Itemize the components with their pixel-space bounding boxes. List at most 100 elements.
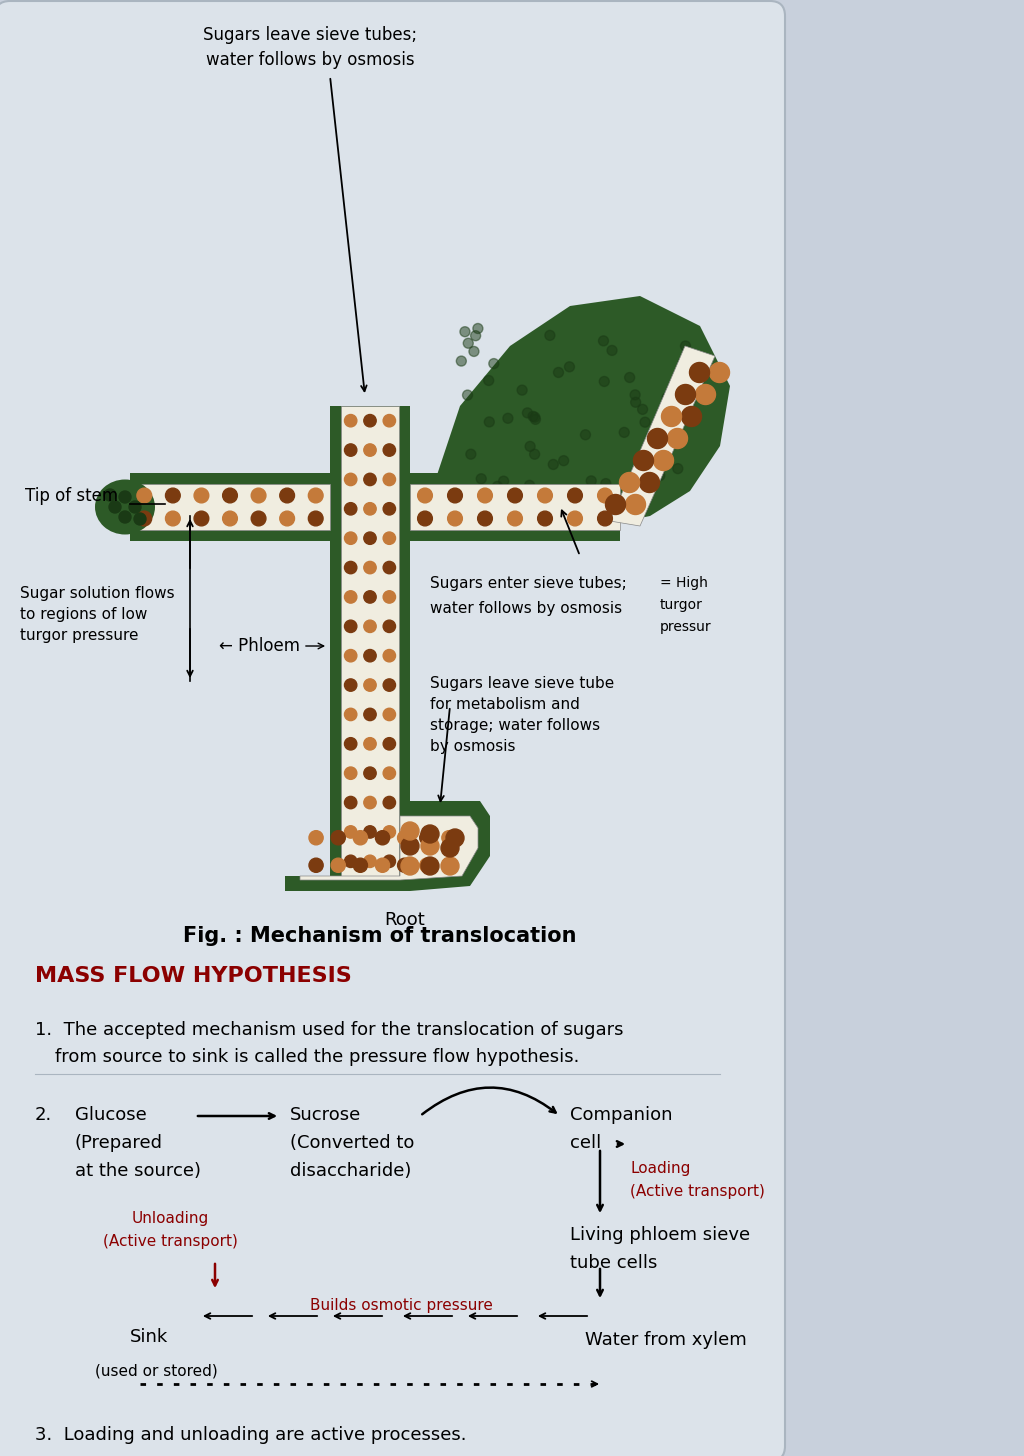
Circle shape — [364, 620, 376, 632]
Circle shape — [508, 488, 522, 502]
Text: Unloading: Unloading — [131, 1211, 209, 1226]
Bar — [330, 406, 410, 877]
Text: water follows by osmosis: water follows by osmosis — [430, 601, 623, 616]
Circle shape — [383, 591, 395, 603]
Circle shape — [364, 473, 376, 486]
Circle shape — [421, 858, 439, 875]
Circle shape — [607, 345, 617, 355]
Text: Fig. : Mechanism of translocation: Fig. : Mechanism of translocation — [183, 926, 577, 946]
Circle shape — [331, 858, 345, 872]
Text: pressur: pressur — [660, 620, 712, 633]
Circle shape — [364, 767, 376, 779]
Text: tube cells: tube cells — [570, 1254, 657, 1273]
Circle shape — [654, 443, 664, 453]
Text: Living phloem sieve: Living phloem sieve — [570, 1226, 751, 1243]
Circle shape — [104, 489, 116, 501]
Circle shape — [251, 511, 266, 526]
Circle shape — [625, 373, 635, 383]
Circle shape — [364, 531, 376, 545]
Text: 2.: 2. — [35, 1107, 52, 1124]
Circle shape — [653, 450, 674, 470]
Circle shape — [364, 502, 376, 515]
Circle shape — [605, 495, 626, 514]
Circle shape — [599, 377, 609, 386]
Circle shape — [344, 531, 356, 545]
Circle shape — [469, 347, 479, 357]
Circle shape — [376, 858, 389, 872]
Polygon shape — [430, 296, 730, 526]
Circle shape — [638, 405, 647, 415]
Circle shape — [344, 444, 356, 456]
Circle shape — [421, 826, 439, 843]
Circle shape — [441, 831, 456, 844]
Circle shape — [383, 678, 395, 692]
Circle shape — [647, 428, 668, 448]
Circle shape — [397, 858, 412, 872]
Circle shape — [383, 855, 395, 868]
Circle shape — [308, 488, 324, 502]
Text: Water from xylem: Water from xylem — [585, 1331, 746, 1350]
Circle shape — [598, 511, 612, 526]
Circle shape — [548, 460, 558, 469]
Circle shape — [673, 463, 683, 473]
Circle shape — [688, 364, 697, 374]
Circle shape — [564, 363, 574, 371]
Text: disaccharide): disaccharide) — [290, 1162, 412, 1179]
Circle shape — [528, 411, 538, 421]
Circle shape — [344, 855, 356, 868]
Circle shape — [441, 858, 456, 872]
Circle shape — [670, 409, 679, 418]
Text: turgor: turgor — [660, 598, 702, 612]
Circle shape — [525, 441, 536, 451]
Circle shape — [668, 421, 678, 431]
Text: Builds osmotic pressure: Builds osmotic pressure — [310, 1297, 493, 1313]
Circle shape — [331, 831, 345, 844]
Text: Sugars leave sieve tubes;
water follows by osmosis: Sugars leave sieve tubes; water follows … — [203, 26, 417, 68]
FancyBboxPatch shape — [0, 1, 785, 1456]
Circle shape — [510, 496, 520, 507]
Circle shape — [654, 470, 665, 480]
Circle shape — [383, 620, 395, 632]
Circle shape — [640, 418, 650, 427]
Circle shape — [441, 858, 459, 875]
Text: at the source): at the source) — [75, 1162, 201, 1179]
Circle shape — [364, 591, 376, 603]
Text: from source to sink is called the pressure flow hypothesis.: from source to sink is called the pressu… — [55, 1048, 580, 1066]
Circle shape — [626, 495, 645, 514]
Circle shape — [640, 496, 650, 507]
Circle shape — [383, 473, 395, 486]
Circle shape — [695, 384, 716, 405]
Bar — [341, 406, 399, 877]
Circle shape — [493, 482, 503, 491]
Circle shape — [524, 480, 535, 491]
Circle shape — [535, 499, 545, 510]
Circle shape — [471, 331, 480, 341]
Circle shape — [598, 488, 612, 502]
Circle shape — [466, 450, 476, 459]
Circle shape — [383, 531, 395, 545]
Circle shape — [383, 502, 395, 515]
Circle shape — [522, 408, 532, 418]
Circle shape — [344, 473, 356, 486]
Circle shape — [463, 390, 472, 400]
Circle shape — [418, 488, 432, 502]
Circle shape — [554, 367, 563, 377]
Circle shape — [567, 488, 583, 502]
Circle shape — [364, 708, 376, 721]
Circle shape — [353, 858, 368, 872]
Circle shape — [364, 415, 376, 427]
Ellipse shape — [95, 479, 155, 534]
Text: 3.  Loading and unloading are active processes.: 3. Loading and unloading are active proc… — [35, 1425, 467, 1444]
Text: Glucose: Glucose — [75, 1107, 146, 1124]
Text: Loading: Loading — [630, 1160, 690, 1176]
Circle shape — [109, 501, 121, 513]
Circle shape — [309, 858, 324, 872]
Circle shape — [364, 826, 376, 839]
Circle shape — [461, 491, 471, 501]
Text: (Active transport): (Active transport) — [630, 1184, 765, 1198]
Text: (Prepared: (Prepared — [75, 1134, 163, 1152]
Circle shape — [195, 488, 209, 502]
Circle shape — [344, 620, 356, 632]
Circle shape — [344, 591, 356, 603]
Text: Sugars leave sieve tube
for metabolism and
storage; water follows
by osmosis: Sugars leave sieve tube for metabolism a… — [430, 676, 614, 754]
